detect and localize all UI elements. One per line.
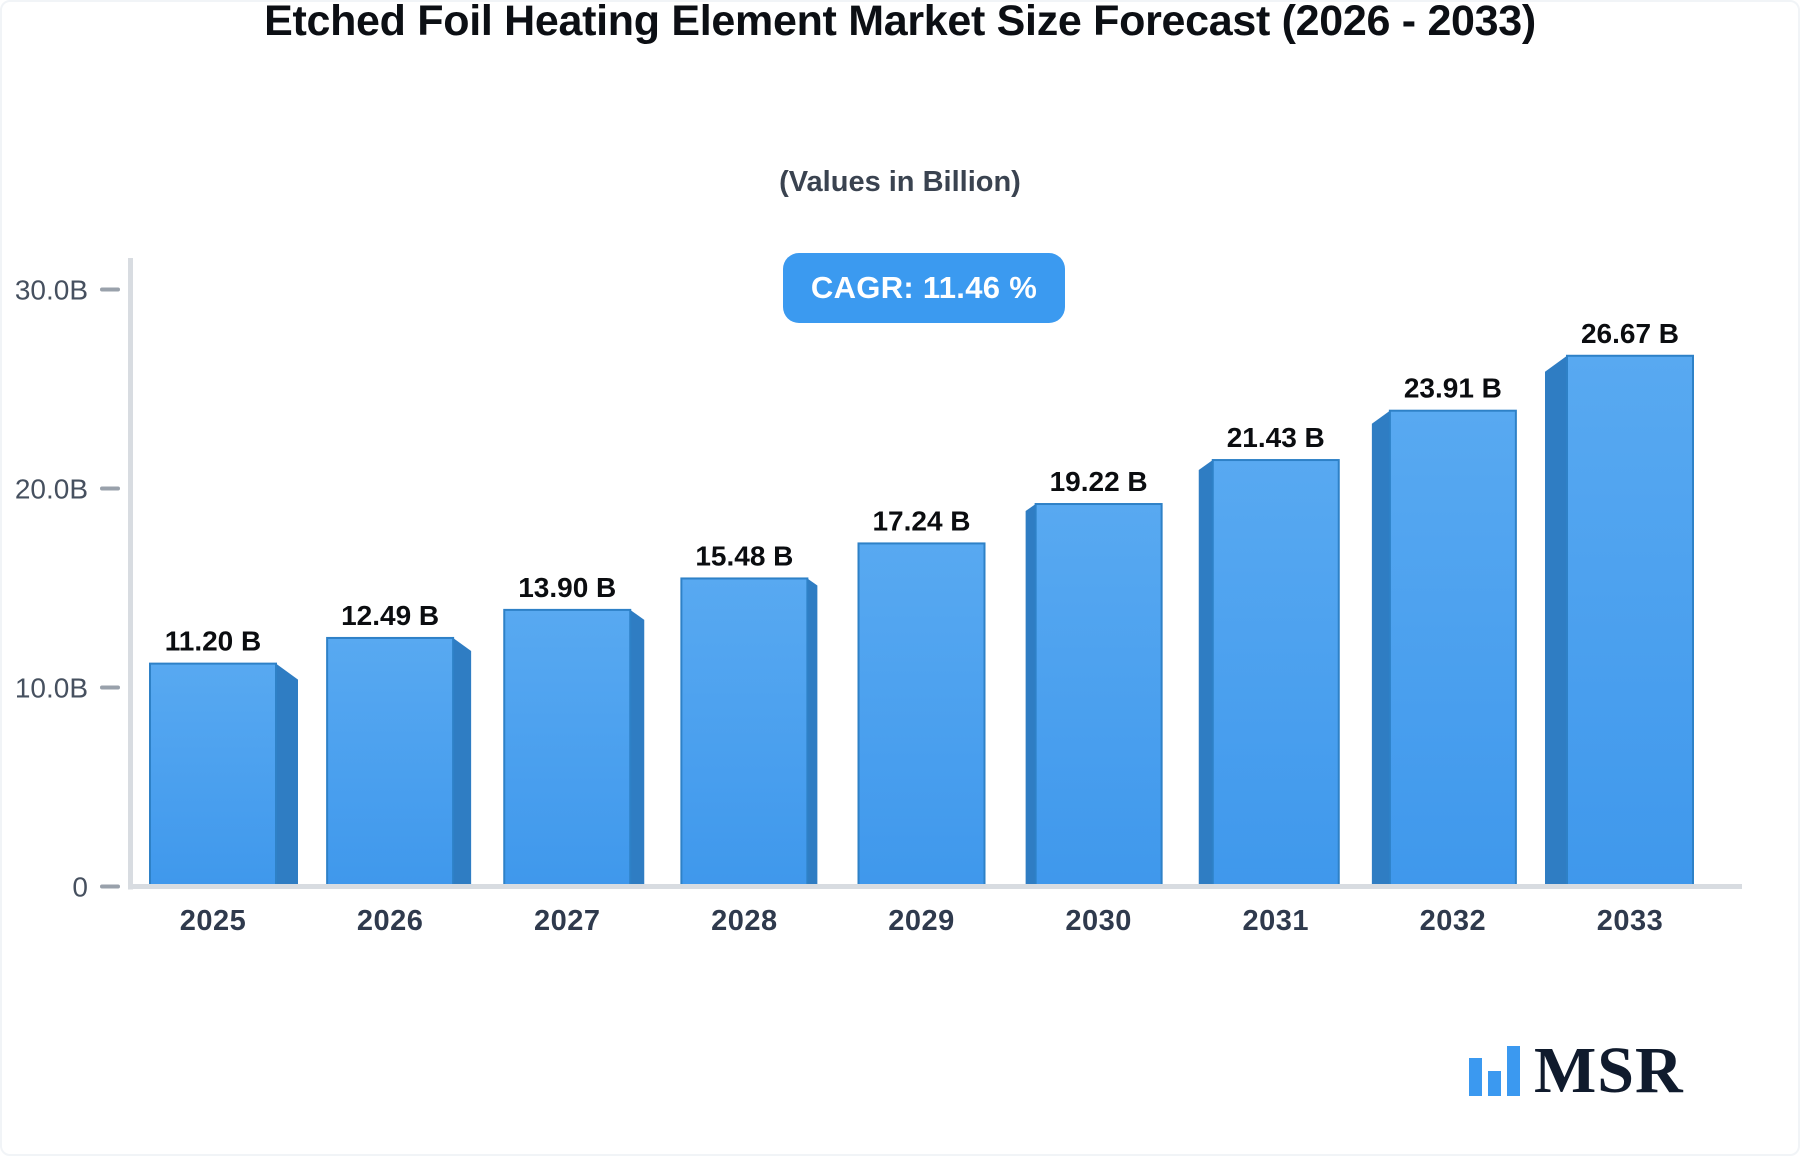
y-axis-tick-label: 30.0B (15, 275, 88, 306)
bar-2026 (326, 636, 472, 888)
bar-front-face (1566, 354, 1694, 888)
bar-side-face (453, 637, 472, 887)
x-axis-year-label: 2030 (1065, 905, 1132, 937)
x-axis-line (128, 884, 1742, 889)
bar-value-label: 21.43 B (1227, 422, 1325, 453)
x-axis-year-label: 2032 (1420, 905, 1487, 937)
bar-value-label: 13.90 B (518, 572, 616, 603)
bar-value-label: 23.91 B (1404, 373, 1502, 404)
bar-side-face (807, 578, 818, 887)
bar-value-label: 17.24 B (872, 505, 970, 536)
bar-side-face (1545, 355, 1567, 887)
y-axis-tick (100, 685, 120, 690)
x-axis-year-label: 2026 (357, 905, 424, 937)
msr-logo-text: MSR (1534, 1034, 1684, 1108)
y-axis-line (128, 258, 133, 890)
bar-front-face (1388, 409, 1517, 888)
x-axis-year-label: 2031 (1242, 905, 1309, 937)
logo-bar-icon (1469, 1058, 1482, 1096)
cagr-badge: CAGR: 11.46 % (783, 253, 1065, 323)
logo-bar-icon (1507, 1046, 1520, 1096)
bar-2031 (1198, 459, 1340, 888)
bar-front-face (1034, 503, 1163, 888)
msr-logo: MSR (1469, 1034, 1684, 1108)
logo-bar-icon (1488, 1071, 1501, 1096)
bar-2030 (1025, 503, 1163, 888)
bar-side-face (1198, 460, 1213, 887)
y-axis-tick-label: 10.0B (15, 673, 88, 704)
bar-side-face (630, 609, 645, 887)
y-axis-tick-label: 0 (72, 872, 88, 903)
bar-2028 (680, 577, 818, 888)
bar-side-face (1025, 504, 1036, 887)
y-axis-tick (100, 486, 120, 491)
bar-2027 (503, 608, 645, 888)
bar-value-label: 19.22 B (1050, 466, 1148, 497)
bar-front-face (149, 662, 277, 888)
x-axis-year-label: 2029 (888, 905, 955, 937)
cagr-badge-label: CAGR: 11.46 % (810, 270, 1038, 305)
bar-2029 (857, 542, 986, 888)
y-axis-tick (100, 884, 120, 889)
bar-side-face (1371, 410, 1390, 887)
x-axis-year-label: 2025 (180, 905, 247, 937)
bar-value-label: 12.49 B (341, 600, 439, 631)
bar-front-face (857, 542, 986, 888)
x-axis-year-label: 2027 (534, 905, 601, 937)
y-axis-tick-label: 20.0B (15, 474, 88, 505)
bar-front-face (1211, 459, 1340, 888)
y-axis-tick (100, 287, 120, 292)
x-axis-year-label: 2028 (711, 905, 778, 937)
bar-2032 (1371, 409, 1517, 888)
bar-value-label: 15.48 B (695, 540, 793, 571)
bar-front-face (680, 577, 809, 888)
bar-2033 (1545, 354, 1694, 888)
chart-subtitle: (Values in Billion) (779, 166, 1021, 198)
bar-value-label: 11.20 B (165, 626, 262, 657)
x-axis-year-label: 2033 (1597, 905, 1664, 937)
chart-title: Etched Foil Heating Element Market Size … (264, 0, 1536, 45)
bar-2025 (149, 662, 298, 888)
bar-side-face (276, 663, 298, 887)
bar-value-label: 26.67 B (1581, 318, 1679, 349)
bar-front-face (326, 636, 455, 888)
bar-front-face (503, 608, 632, 888)
